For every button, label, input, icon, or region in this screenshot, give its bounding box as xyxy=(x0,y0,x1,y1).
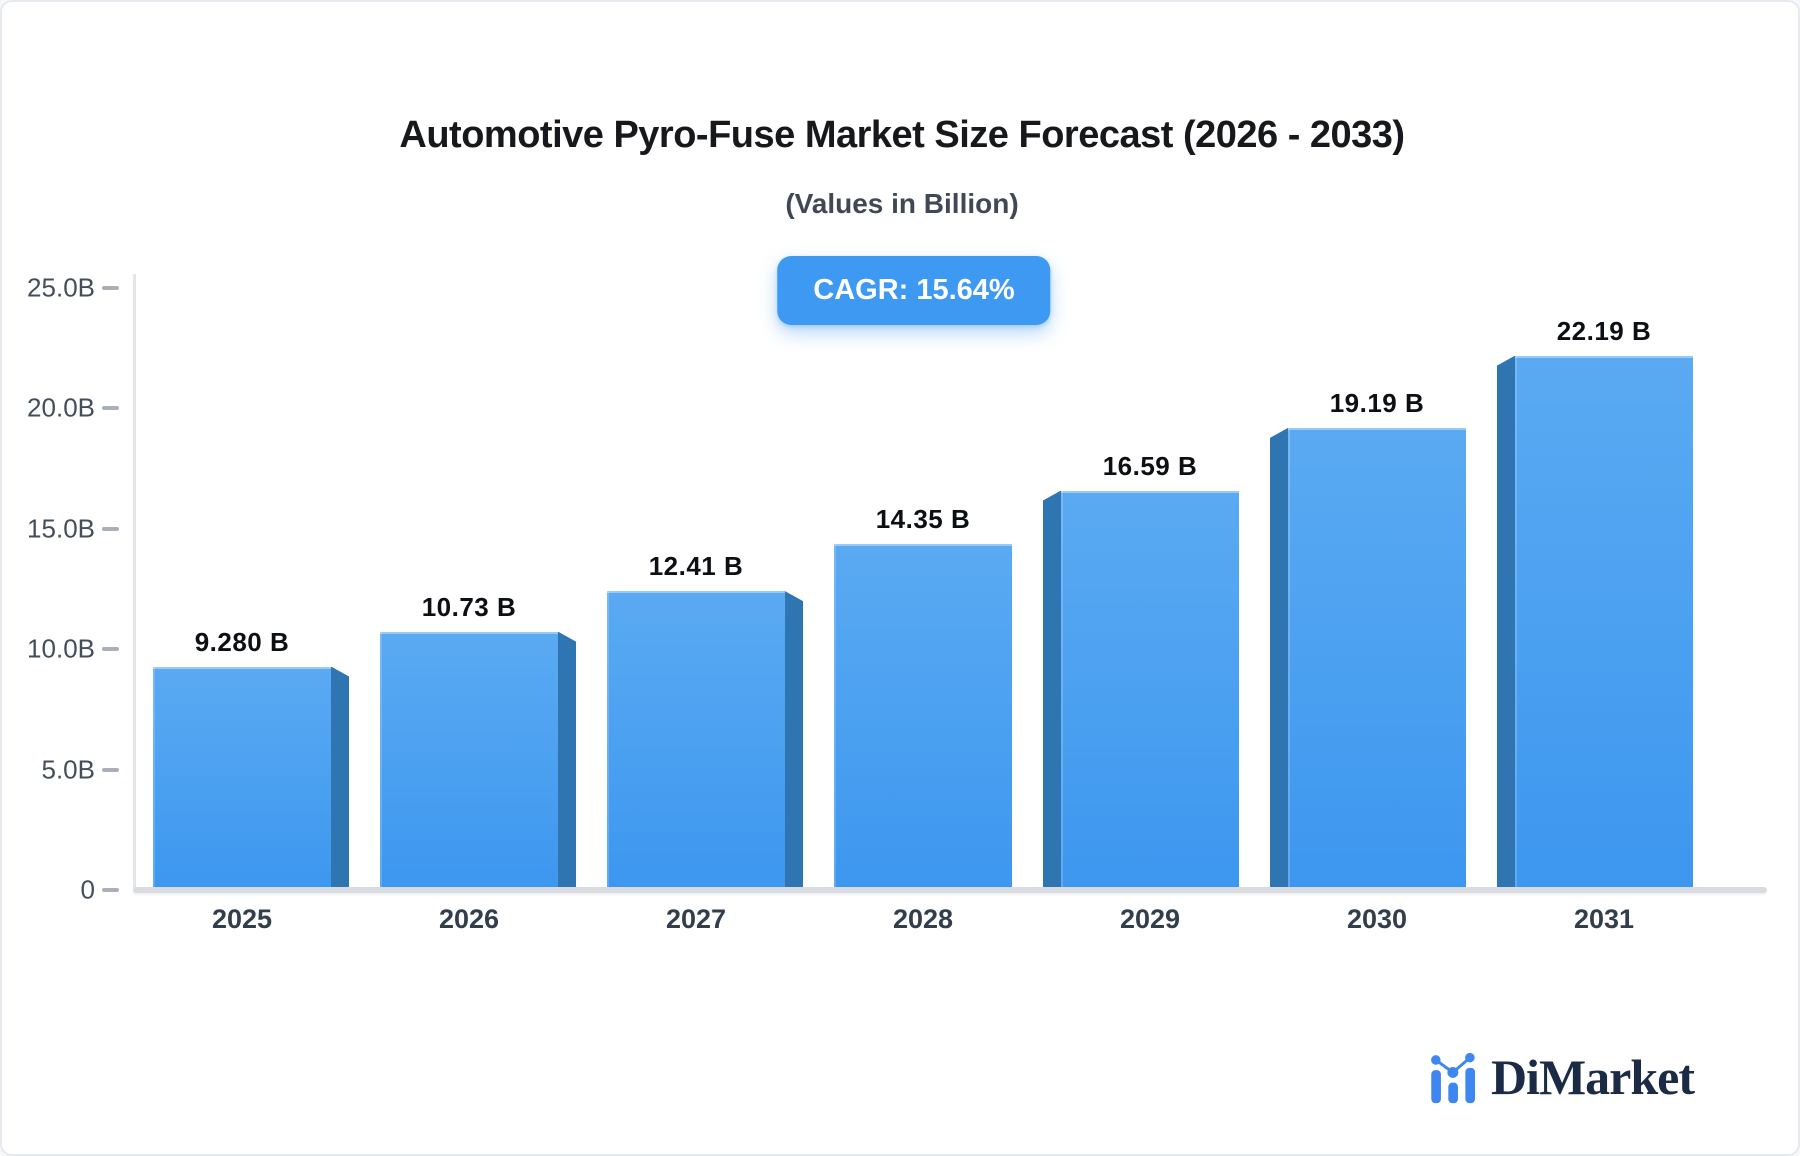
y-axis-tick-mark xyxy=(102,526,119,531)
y-axis-tick-mark xyxy=(102,406,119,411)
y-axis-tick-label: 0 xyxy=(80,874,95,905)
bar-value-label: 9.280 B xyxy=(194,626,290,657)
bar-value-label: 22.19 B xyxy=(1556,315,1652,346)
cagr-badge: CAGR: 15.64% xyxy=(777,256,1051,325)
x-axis-label: 2028 xyxy=(892,904,954,934)
y-axis-tick-mark xyxy=(102,286,119,290)
y-axis-tick-label: 10.0B xyxy=(27,633,95,664)
bar-value-label: 10.73 B xyxy=(421,591,517,622)
y-axis-tick-mark xyxy=(102,767,119,772)
y-axis-tick-label: 5.0B xyxy=(41,754,96,785)
x-axis-label: 2031 xyxy=(1573,904,1635,934)
bar-2030 xyxy=(1288,427,1466,890)
bar-value-label: 14.35 B xyxy=(875,504,971,535)
x-axis-label: 2030 xyxy=(1346,904,1408,934)
bar-2029 xyxy=(1061,490,1239,890)
x-axis-label: 2027 xyxy=(665,904,727,934)
bar-value-label: 19.19 B xyxy=(1329,387,1425,418)
bar-3d-side xyxy=(785,591,803,888)
dimarket-logo: DiMarket xyxy=(1429,1048,1695,1106)
mini-bar-chart-icon xyxy=(1430,1052,1475,1104)
x-axis-label: 2026 xyxy=(438,904,500,934)
bar-2025 xyxy=(153,666,331,890)
x-axis-label: 2029 xyxy=(1119,904,1181,934)
y-axis-tick-mark xyxy=(102,647,119,652)
y-axis-tick-mark xyxy=(102,888,119,892)
bar-3d-side xyxy=(1043,490,1061,888)
x-axis-baseline xyxy=(133,887,1767,893)
bar-2028 xyxy=(834,544,1012,890)
bar-value-label: 12.41 B xyxy=(648,551,744,582)
bar-3d-side xyxy=(1497,355,1515,888)
chart-subtitle: (Values in Billion) xyxy=(785,188,1019,219)
logo-text: DiMarket xyxy=(1490,1049,1695,1105)
x-axis-label: 2025 xyxy=(211,904,273,934)
y-axis-tick-label: 20.0B xyxy=(27,392,95,423)
bar-3d-side xyxy=(331,666,349,888)
bar-2031 xyxy=(1515,355,1693,890)
chart-title: Automotive Pyro-Fuse Market Size Forecas… xyxy=(399,114,1405,156)
bar-2026 xyxy=(380,631,558,890)
bar-3d-side xyxy=(1270,427,1288,888)
bar-3d-side xyxy=(558,631,576,888)
bar-2027 xyxy=(607,591,785,890)
y-axis-line xyxy=(133,274,136,890)
y-axis-tick-label: 25.0B xyxy=(27,272,95,303)
bar-value-label: 16.59 B xyxy=(1102,450,1198,481)
y-axis-tick-label: 15.0B xyxy=(27,513,95,544)
